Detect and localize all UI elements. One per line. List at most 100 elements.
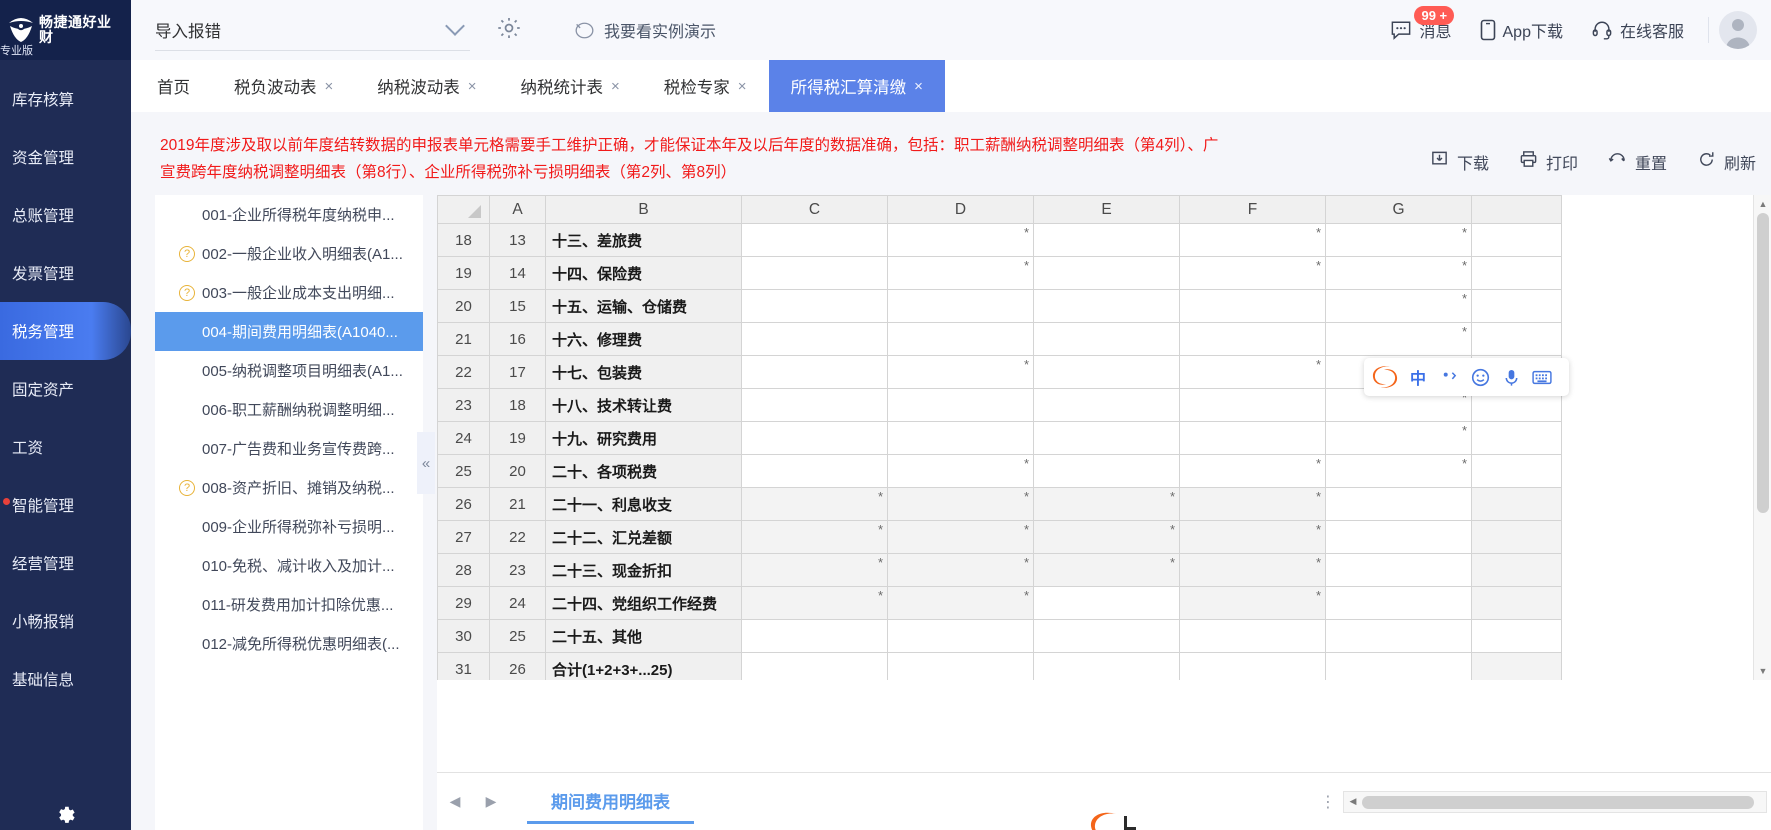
grid-cell-extra[interactable] [1471,553,1562,587]
sidebar-item-8[interactable]: 经营管理 [0,534,131,592]
grid-cell-A[interactable]: 25 [489,619,546,653]
grid-cell-F[interactable]: * [1179,487,1326,521]
app-download-button[interactable]: App下载 [1466,18,1577,42]
sheet-next-button[interactable]: ▶ [485,793,497,809]
sidebar-item-2[interactable]: 总账管理 [0,186,131,244]
grid-cell-D[interactable]: * [887,586,1034,620]
grid-cell-G[interactable]: * [1325,289,1472,323]
grid-row-header[interactable]: 25 [437,454,490,488]
grid-cell-D[interactable]: * [887,355,1034,389]
grid-cell-B[interactable]: 二十三、现金折扣 [545,553,742,587]
grid-row-header[interactable]: 30 [437,619,490,653]
grid-cell-A[interactable]: 21 [489,487,546,521]
sidebar-item-7[interactable]: 智能管理 [0,476,131,534]
grid-cell-F[interactable]: * [1179,355,1326,389]
grid-cell-B[interactable]: 二十五、其他 [545,619,742,653]
grid-cell-B[interactable]: 十四、保险费 [545,256,742,290]
grid-col-header-E[interactable]: E [1033,195,1180,224]
download-button[interactable]: 下载 [1430,150,1489,174]
grid-cell-E[interactable] [1033,619,1180,653]
scroll-left-arrow[interactable]: ◀ [1349,796,1357,806]
grid-cell-extra[interactable] [1471,289,1562,323]
grid-cell-A[interactable]: 18 [489,388,546,422]
import-error-select[interactable]: 导入报错 [155,9,470,51]
grid-cell-G[interactable]: * [1325,256,1472,290]
sidebar-item-9[interactable]: 小畅报销 [0,592,131,650]
tab-5[interactable]: 所得税汇算清缴 × [768,60,945,112]
grid-cell-B[interactable]: 二十四、党组织工作经费 [545,586,742,620]
report-item-1[interactable]: ? 002-一般企业收入明细表(A1... [155,234,423,273]
grid-row-header[interactable]: 23 [437,388,490,422]
grid-cell-E[interactable]: * [1033,553,1180,587]
grid-cell-extra[interactable] [1471,520,1562,554]
grid-cell-B[interactable]: 合计(1+2+3+...25) [545,652,742,680]
grid-cell-A[interactable]: 15 [489,289,546,323]
grid-cell-D[interactable]: * [887,487,1034,521]
grid-cell-B[interactable]: 十九、研究费用 [545,421,742,455]
grid-row-header[interactable]: 24 [437,421,490,455]
grid-cell-D[interactable] [887,652,1034,680]
grid-cell-G[interactable] [1325,487,1472,521]
report-item-4[interactable]: 005-纳税调整项目明细表(A1... [155,351,423,390]
tab-0[interactable]: 首页 [131,60,212,112]
grid-cell-G[interactable]: * [1325,421,1472,455]
grid-cell-C[interactable] [741,388,888,422]
grid-cell-F[interactable] [1179,289,1326,323]
report-item-10[interactable]: 011-研发费用加计扣除优惠... [155,585,423,624]
tab-3[interactable]: 纳税统计表 × [499,60,642,112]
grid-cell-D[interactable] [887,388,1034,422]
grid-cell-C[interactable] [741,454,888,488]
grid-cell-E[interactable] [1033,223,1180,257]
sheet-tab-active[interactable]: 期间费用明细表 [527,780,694,824]
sheet-prev-button[interactable]: ◀ [449,793,461,809]
grid-cell-E[interactable] [1033,256,1180,290]
close-icon[interactable]: × [467,77,477,95]
punctuation-icon[interactable] [1436,364,1462,390]
grid-cell-A[interactable]: 23 [489,553,546,587]
vertical-scroll-thumb[interactable] [1757,213,1769,513]
grid-cell-D[interactable] [887,421,1034,455]
grid-cell-C[interactable] [741,289,888,323]
grid-cell-B[interactable]: 十五、运输、仓储费 [545,289,742,323]
grid-row-header[interactable]: 18 [437,223,490,257]
grid-cell-C[interactable]: * [741,553,888,587]
grid-cell-C[interactable] [741,421,888,455]
keyboard-icon[interactable] [1529,364,1555,390]
grid-cell-E[interactable] [1033,355,1180,389]
grid-cell-G[interactable] [1325,619,1472,653]
grid-cell-G[interactable]: * [1325,223,1472,257]
grid-cell-B[interactable]: 二十二、汇兑差额 [545,520,742,554]
grid-cell-E[interactable] [1033,289,1180,323]
grid-cell-F[interactable] [1179,652,1326,680]
grid-cell-C[interactable] [741,256,888,290]
grid-cell-G[interactable] [1325,652,1472,680]
report-item-0[interactable]: 001-企业所得税年度纳税申... [155,195,423,234]
grid-cell-D[interactable] [887,322,1034,356]
sidebar-item-1[interactable]: 资金管理 [0,128,131,186]
grid-row-header[interactable]: 22 [437,355,490,389]
grid-cell-F[interactable] [1179,322,1326,356]
grid-cell-D[interactable]: * [887,454,1034,488]
grid-cell-B[interactable]: 二十、各项税费 [545,454,742,488]
grid-cell-E[interactable]: * [1033,487,1180,521]
grid-col-header-C[interactable]: C [741,195,888,224]
grid-cell-G[interactable]: * [1325,322,1472,356]
ime-mode-button[interactable]: 中 [1409,371,1426,388]
grid-cell-D[interactable]: * [887,256,1034,290]
grid-cell-C[interactable]: * [741,520,888,554]
grid-cell-E[interactable] [1033,454,1180,488]
grid-cell-F[interactable] [1179,619,1326,653]
vertical-dots-icon[interactable]: ⋮ [1320,793,1337,811]
grid-cell-E[interactable] [1033,322,1180,356]
grid-select-all-corner[interactable] [437,195,490,224]
grid-row-header[interactable]: 19 [437,256,490,290]
grid-row-header[interactable]: 29 [437,586,490,620]
grid-cell-B[interactable]: 十七、包装费 [545,355,742,389]
reset-button[interactable]: 重置 [1608,150,1667,174]
grid-col-header-extra[interactable] [1471,195,1562,224]
grid-cell-A[interactable]: 20 [489,454,546,488]
grid-cell-E[interactable] [1033,421,1180,455]
sidebar-item-0[interactable]: 库存核算 [0,70,131,128]
grid-cell-extra[interactable] [1471,652,1562,680]
demo-link[interactable]: 我要看实例演示 [574,18,716,42]
